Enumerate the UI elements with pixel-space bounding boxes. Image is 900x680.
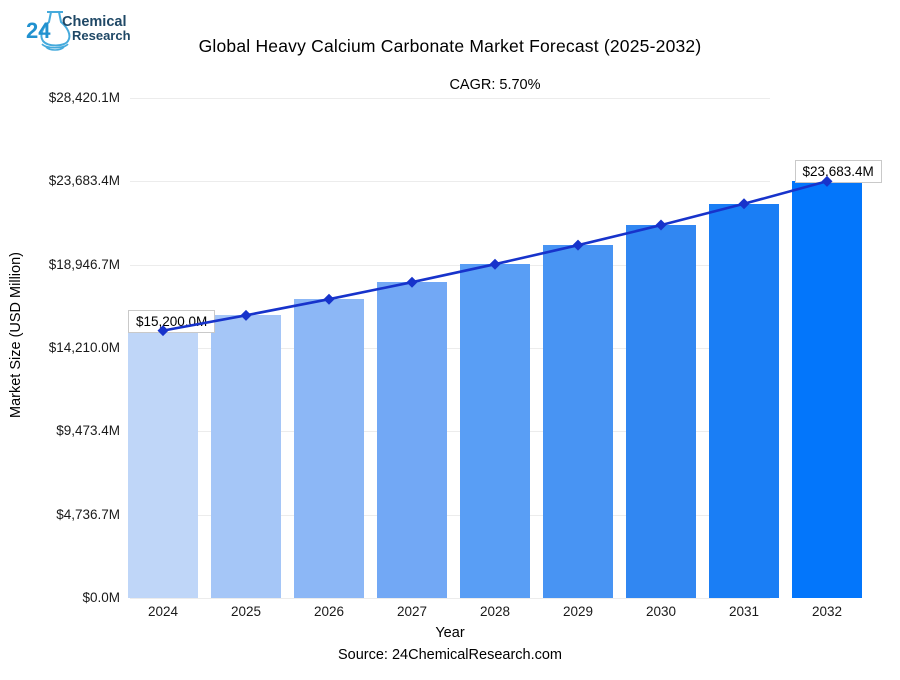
x-tick-label-2032: 2032 xyxy=(811,604,843,619)
x-tick-label-2026: 2026 xyxy=(313,604,345,619)
x-tick-label-2031: 2031 xyxy=(728,604,760,619)
bar-2031 xyxy=(709,203,779,598)
flask-icon xyxy=(40,11,71,47)
y-tick-label: $4,736.7M xyxy=(56,506,120,522)
logo: 24 Chemical Research xyxy=(20,6,131,51)
y-tick-label: $0.0M xyxy=(82,590,120,605)
data-label-2032: $23,683.4M xyxy=(794,160,882,184)
bar-2028 xyxy=(460,264,530,598)
y-tick-label: $9,473.4M xyxy=(56,423,120,439)
x-tick-label-2028: 2028 xyxy=(479,604,511,619)
gridline xyxy=(130,98,770,99)
x-tick-label-2025: 2025 xyxy=(230,604,262,619)
bar-2029 xyxy=(543,245,613,598)
x-tick-label-2024: 2024 xyxy=(147,604,179,619)
y-tick-label: $23,683.4M xyxy=(48,173,120,189)
x-tick-label-2029: 2029 xyxy=(562,604,594,619)
gridline xyxy=(130,181,770,183)
logo-graphic: 24 Chemical Research xyxy=(26,11,131,51)
gridline xyxy=(130,598,770,599)
gridline xyxy=(130,431,770,433)
y-tick-label: $14,210.0M xyxy=(48,340,120,355)
flask-swirl xyxy=(41,43,69,51)
page-title: Global Heavy Calcium Carbonate Market Fo… xyxy=(198,36,702,56)
bar-2030 xyxy=(626,225,696,598)
data-label-2024: $15,200.0M xyxy=(128,309,216,333)
logo-number: 24 xyxy=(26,18,51,43)
logo-name-line1: Chemical xyxy=(62,14,126,30)
logo-name-line2: Research xyxy=(72,28,130,43)
x-axis-title: Year xyxy=(435,625,465,641)
source-caption: Source: 24ChemicalResearch.com xyxy=(337,647,563,663)
y-tick-label: $18,946.7M xyxy=(48,256,120,272)
x-tick-label-2027: 2027 xyxy=(396,604,428,619)
y-axis-title: Market Size (USD Million) xyxy=(8,252,24,418)
x-tick-label-2030: 2030 xyxy=(645,604,677,619)
gridline xyxy=(130,514,770,516)
bar-2026 xyxy=(294,299,364,598)
bar-2025 xyxy=(211,315,281,598)
cagr-subtitle: CAGR: 5.70% xyxy=(449,77,541,93)
bar-2024 xyxy=(128,330,198,598)
bar-2032 xyxy=(792,181,862,598)
bar-2027 xyxy=(377,282,447,598)
gridline xyxy=(130,348,770,349)
y-tick-label: $28,420.1M xyxy=(48,90,120,105)
